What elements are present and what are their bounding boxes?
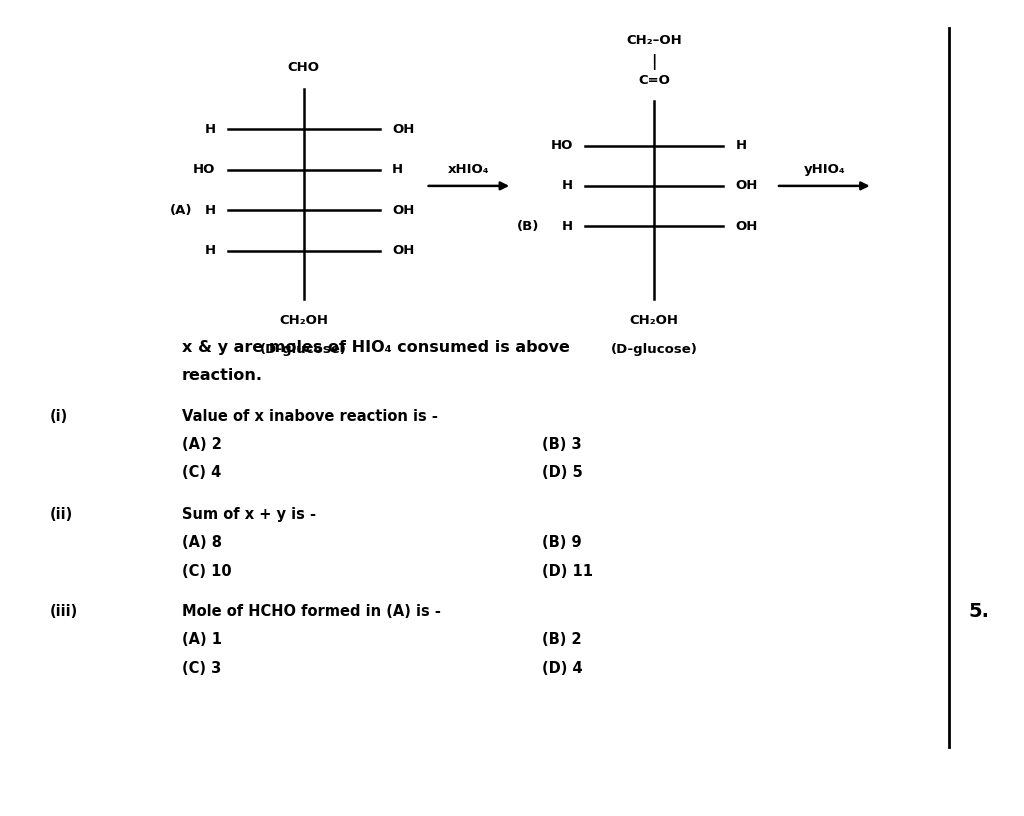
Text: OH: OH bbox=[735, 180, 758, 193]
Text: (A) 1: (A) 1 bbox=[182, 632, 222, 647]
Text: H: H bbox=[392, 163, 403, 176]
Text: (A) 2: (A) 2 bbox=[182, 437, 222, 452]
Text: Sum of x + y is -: Sum of x + y is - bbox=[182, 507, 316, 522]
Text: OH: OH bbox=[392, 204, 415, 216]
Text: OH: OH bbox=[392, 123, 415, 135]
Text: yHIO₄: yHIO₄ bbox=[804, 163, 845, 176]
Text: |: | bbox=[651, 55, 656, 70]
Text: Mole of HCHO formed in (A) is -: Mole of HCHO formed in (A) is - bbox=[182, 604, 440, 619]
Text: C=O: C=O bbox=[638, 74, 670, 87]
Text: (B) 9: (B) 9 bbox=[543, 535, 582, 550]
Text: (A) 8: (A) 8 bbox=[182, 535, 222, 550]
Text: 5.: 5. bbox=[969, 602, 990, 621]
Text: (C) 3: (C) 3 bbox=[182, 661, 221, 676]
Text: (A): (A) bbox=[170, 204, 193, 216]
Text: (C) 10: (C) 10 bbox=[182, 564, 231, 579]
Text: CH₂OH: CH₂OH bbox=[280, 313, 329, 326]
Text: reaction.: reaction. bbox=[182, 368, 263, 384]
Text: x & y are moles of HIO₄ consumed is above: x & y are moles of HIO₄ consumed is abov… bbox=[182, 340, 569, 355]
Text: H: H bbox=[205, 123, 215, 135]
Text: xHIO₄: xHIO₄ bbox=[449, 163, 489, 176]
Text: H: H bbox=[205, 244, 215, 257]
Text: H: H bbox=[562, 180, 573, 193]
Text: (D) 4: (D) 4 bbox=[543, 661, 583, 676]
Text: (ii): (ii) bbox=[50, 507, 73, 522]
Text: HO: HO bbox=[551, 139, 573, 152]
Text: (iii): (iii) bbox=[50, 604, 78, 619]
Text: (B) 3: (B) 3 bbox=[543, 437, 582, 452]
Text: (C) 4: (C) 4 bbox=[182, 465, 221, 480]
Text: OH: OH bbox=[392, 244, 415, 257]
Text: (i): (i) bbox=[50, 409, 69, 424]
Text: (D) 5: (D) 5 bbox=[543, 465, 584, 480]
Text: CHO: CHO bbox=[288, 61, 319, 74]
Text: H: H bbox=[735, 139, 746, 152]
Text: (D) 11: (D) 11 bbox=[543, 564, 594, 579]
Text: HO: HO bbox=[194, 163, 215, 176]
Text: H: H bbox=[562, 220, 573, 233]
Text: H: H bbox=[205, 204, 215, 216]
Text: (B): (B) bbox=[517, 220, 540, 233]
Text: OH: OH bbox=[735, 220, 758, 233]
Text: CH₂OH: CH₂OH bbox=[630, 313, 679, 326]
Text: (B) 2: (B) 2 bbox=[543, 632, 582, 647]
Text: CH₂–OH: CH₂–OH bbox=[627, 34, 682, 47]
Text: (D-glucose): (D-glucose) bbox=[260, 344, 347, 357]
Text: (D-glucose): (D-glucose) bbox=[610, 344, 697, 357]
Text: Value of x inabove reaction is -: Value of x inabove reaction is - bbox=[182, 409, 438, 424]
